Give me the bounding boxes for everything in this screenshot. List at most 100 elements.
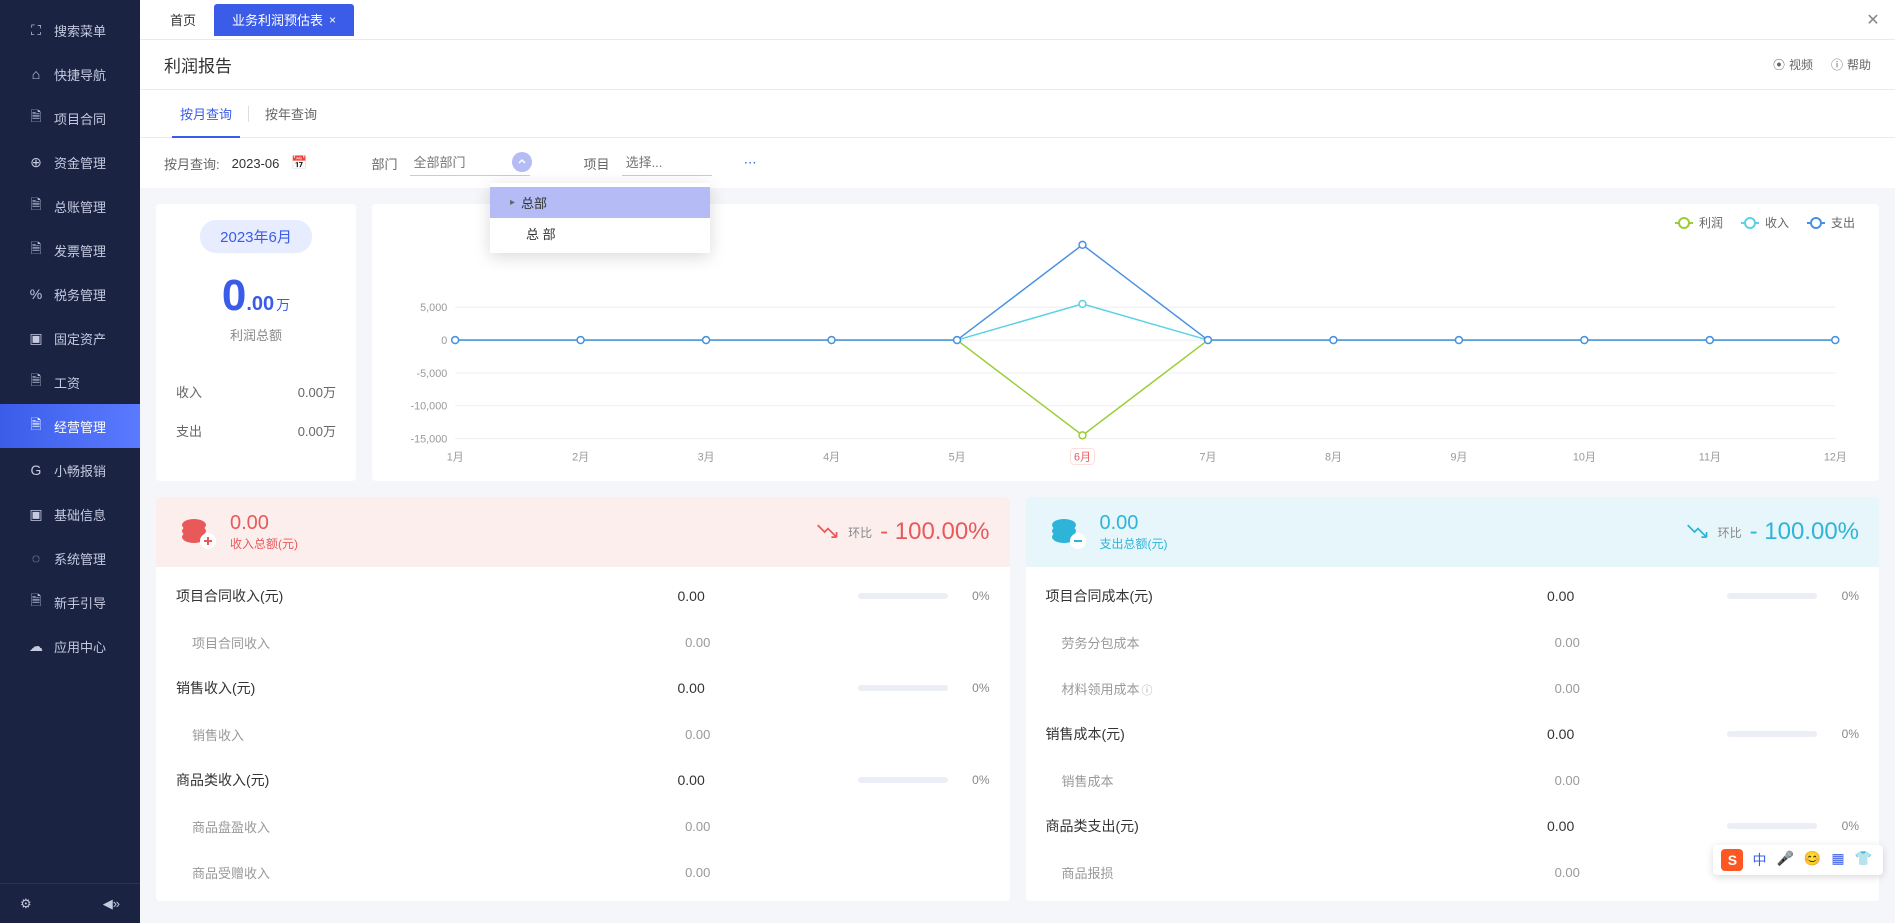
ime-item-3[interactable]: ▦	[1828, 850, 1847, 870]
expense-hb-label: 环比	[1718, 524, 1742, 541]
svg-text:5月: 5月	[949, 451, 966, 463]
sidebar-label: 经营管理	[54, 417, 106, 436]
ime-item-2[interactable]: 😊	[1801, 850, 1824, 870]
income-panel: 0.00 收入总额(元) 环比 - 100.00% 项目合同收入(元)0.000…	[156, 497, 1010, 901]
summary-line-1: 支出0.00万	[172, 411, 340, 450]
sidebar-item-12[interactable]: ◌系统管理	[0, 536, 140, 580]
tab-close-icon[interactable]: ×	[329, 13, 336, 27]
dept-input-wrap	[410, 150, 530, 176]
svg-text:9月: 9月	[1450, 451, 1467, 463]
sidebar-item-8[interactable]: 🗎 工资	[0, 360, 140, 404]
sidebar-item-4[interactable]: 🗎 总账管理	[0, 184, 140, 228]
data-row: 商品受赠收入0.00	[176, 849, 990, 895]
query-tab-0[interactable]: 按月查询	[164, 90, 248, 138]
sidebar-icon: ◌	[28, 550, 44, 566]
expense-head-text: 0.00 支出总额(元)	[1100, 512, 1168, 552]
tab-0[interactable]: 首页	[152, 4, 214, 36]
ime-logo[interactable]: S	[1721, 849, 1743, 871]
close-all-icon[interactable]: ✕	[1861, 8, 1885, 32]
query-tab-1[interactable]: 按年查询	[249, 90, 333, 138]
query-tabs: 按月查询按年查询	[140, 90, 1895, 138]
data-row: 销售收入(元)0.000%	[176, 665, 990, 711]
help-action[interactable]: ⓘ帮助	[1831, 56, 1871, 73]
income-head-text: 0.00 收入总额(元)	[230, 512, 298, 552]
income-hb-label: 环比	[848, 524, 872, 541]
collapse-icon[interactable]: ◀»	[103, 896, 120, 912]
sidebar-label: 工资	[54, 373, 80, 392]
sidebar-item-3[interactable]: ⊕资金管理	[0, 140, 140, 184]
sidebar-item-7[interactable]: ▣固定资产	[0, 316, 140, 360]
main: 首页业务利润预估表× ✕ 利润报告 ⦿视频 ⓘ帮助 按月查询按年查询 按月查询:…	[140, 0, 1895, 923]
info-icon[interactable]: ⓘ	[1142, 685, 1153, 697]
svg-text:-10,000: -10,000	[411, 401, 448, 413]
sidebar-item-13[interactable]: 🗎新手引导	[0, 580, 140, 624]
calendar-icon[interactable]: 📅	[291, 155, 307, 171]
expand-icon: ▸	[510, 197, 515, 208]
progress-bar	[858, 777, 948, 783]
data-row: 销售收入0.00	[176, 711, 990, 757]
sidebar-item-2[interactable]: 🗎项目合同	[0, 96, 140, 140]
settings-icon[interactable]: ⚙	[20, 896, 32, 912]
data-row: 材料领用成本ⓘ0.00	[1046, 665, 1860, 711]
proj-input[interactable]	[622, 150, 712, 176]
expense-panel: 0.00 支出总额(元) 环比 - 100.00% 项目合同成本(元)0.000…	[1026, 497, 1880, 901]
sidebar-item-6[interactable]: %税务管理	[0, 272, 140, 316]
profit-label: 利润总额	[172, 325, 340, 344]
sidebar-icon: 🗎	[28, 418, 44, 434]
data-row: 商品类支出(元)0.000%	[1046, 803, 1860, 849]
legend-item-0[interactable]: 利润	[1675, 214, 1723, 231]
ime-item-1[interactable]: 🎤	[1773, 850, 1796, 870]
sidebar-item-9[interactable]: 🗎 经营管理	[0, 404, 140, 448]
expense-icon	[1046, 511, 1088, 553]
svg-text:1月: 1月	[447, 451, 464, 463]
more-icon[interactable]: ⋯	[744, 155, 757, 171]
sidebar-icon: 🗎	[28, 242, 44, 258]
sidebar-icon: 🗎	[28, 594, 44, 610]
sidebar-item-10[interactable]: G小畅报销	[0, 448, 140, 492]
sidebar-icon: 🗎	[28, 374, 44, 390]
line-chart: -15,000-10,000-5,00005,0001月2月3月4月5月6月7月…	[396, 220, 1855, 470]
progress-bar	[858, 685, 948, 691]
sidebar-item-14[interactable]: ☁应用中心	[0, 624, 140, 668]
sidebar-label: 应用中心	[54, 637, 106, 656]
sidebar-icon: G	[28, 462, 44, 478]
svg-text:3月: 3月	[698, 451, 715, 463]
sidebar-icon: ⊕	[28, 154, 44, 170]
sidebar-label: 发票管理	[54, 241, 106, 260]
dropdown-item-0[interactable]: ▸总部	[490, 187, 710, 218]
legend-item-2[interactable]: 支出	[1807, 214, 1855, 231]
filter-row: 按月查询: 2023-06 📅 部门 项目 ⋯ ▸总部总 部	[140, 138, 1895, 188]
legend-mark	[1807, 222, 1825, 224]
sidebar-icon: 🗎	[28, 110, 44, 126]
dropdown-item-1[interactable]: 总 部	[490, 218, 710, 249]
ime-item-4[interactable]: 👕	[1852, 850, 1875, 870]
sidebar-label: 基础信息	[54, 505, 106, 524]
sidebar-item-11[interactable]: ▣ 基础信息	[0, 492, 140, 536]
tabs-bar: 首页业务利润预估表× ✕	[140, 0, 1895, 40]
sidebar-icon: 🗎	[28, 198, 44, 214]
sidebar-item-1[interactable]: ⌂快捷导航	[0, 52, 140, 96]
svg-text:-5,000: -5,000	[417, 368, 448, 380]
sidebar-item-0[interactable]: ⛶搜索菜单	[0, 8, 140, 52]
sidebar-bottom: ⚙ ◀»	[0, 883, 140, 923]
sidebar-label: 固定资产	[54, 329, 106, 348]
ime-toolbar[interactable]: S 中🎤😊▦👕	[1713, 845, 1883, 875]
tab-1[interactable]: 业务利润预估表×	[214, 4, 354, 36]
content: 按月查询按年查询 按月查询: 2023-06 📅 部门 项目 ⋯ ▸总部总 部 …	[140, 90, 1895, 923]
video-action[interactable]: ⦿视频	[1773, 56, 1813, 73]
sidebar-icon: ▣	[28, 506, 44, 522]
sidebar-item-5[interactable]: 🗎 发票管理	[0, 228, 140, 272]
legend-item-1[interactable]: 收入	[1741, 214, 1789, 231]
data-row: 项目合同收入0.00	[176, 619, 990, 665]
data-row: 项目合同成本(元)0.000%	[1046, 573, 1860, 619]
dept-dropdown: ▸总部总 部	[490, 183, 710, 253]
profit-total: 0.00万	[172, 271, 340, 321]
progress-bar	[1727, 593, 1817, 599]
sidebar-label: 快捷导航	[54, 65, 106, 84]
ime-item-0[interactable]: 中	[1749, 850, 1769, 870]
dept-toggle-icon[interactable]	[512, 152, 532, 172]
chart-legend: 利润 收入 支出	[1675, 214, 1855, 231]
svg-text:12月: 12月	[1824, 451, 1847, 463]
sidebar-label: 总账管理	[54, 197, 106, 216]
header-actions: ⦿视频 ⓘ帮助	[1773, 56, 1871, 73]
